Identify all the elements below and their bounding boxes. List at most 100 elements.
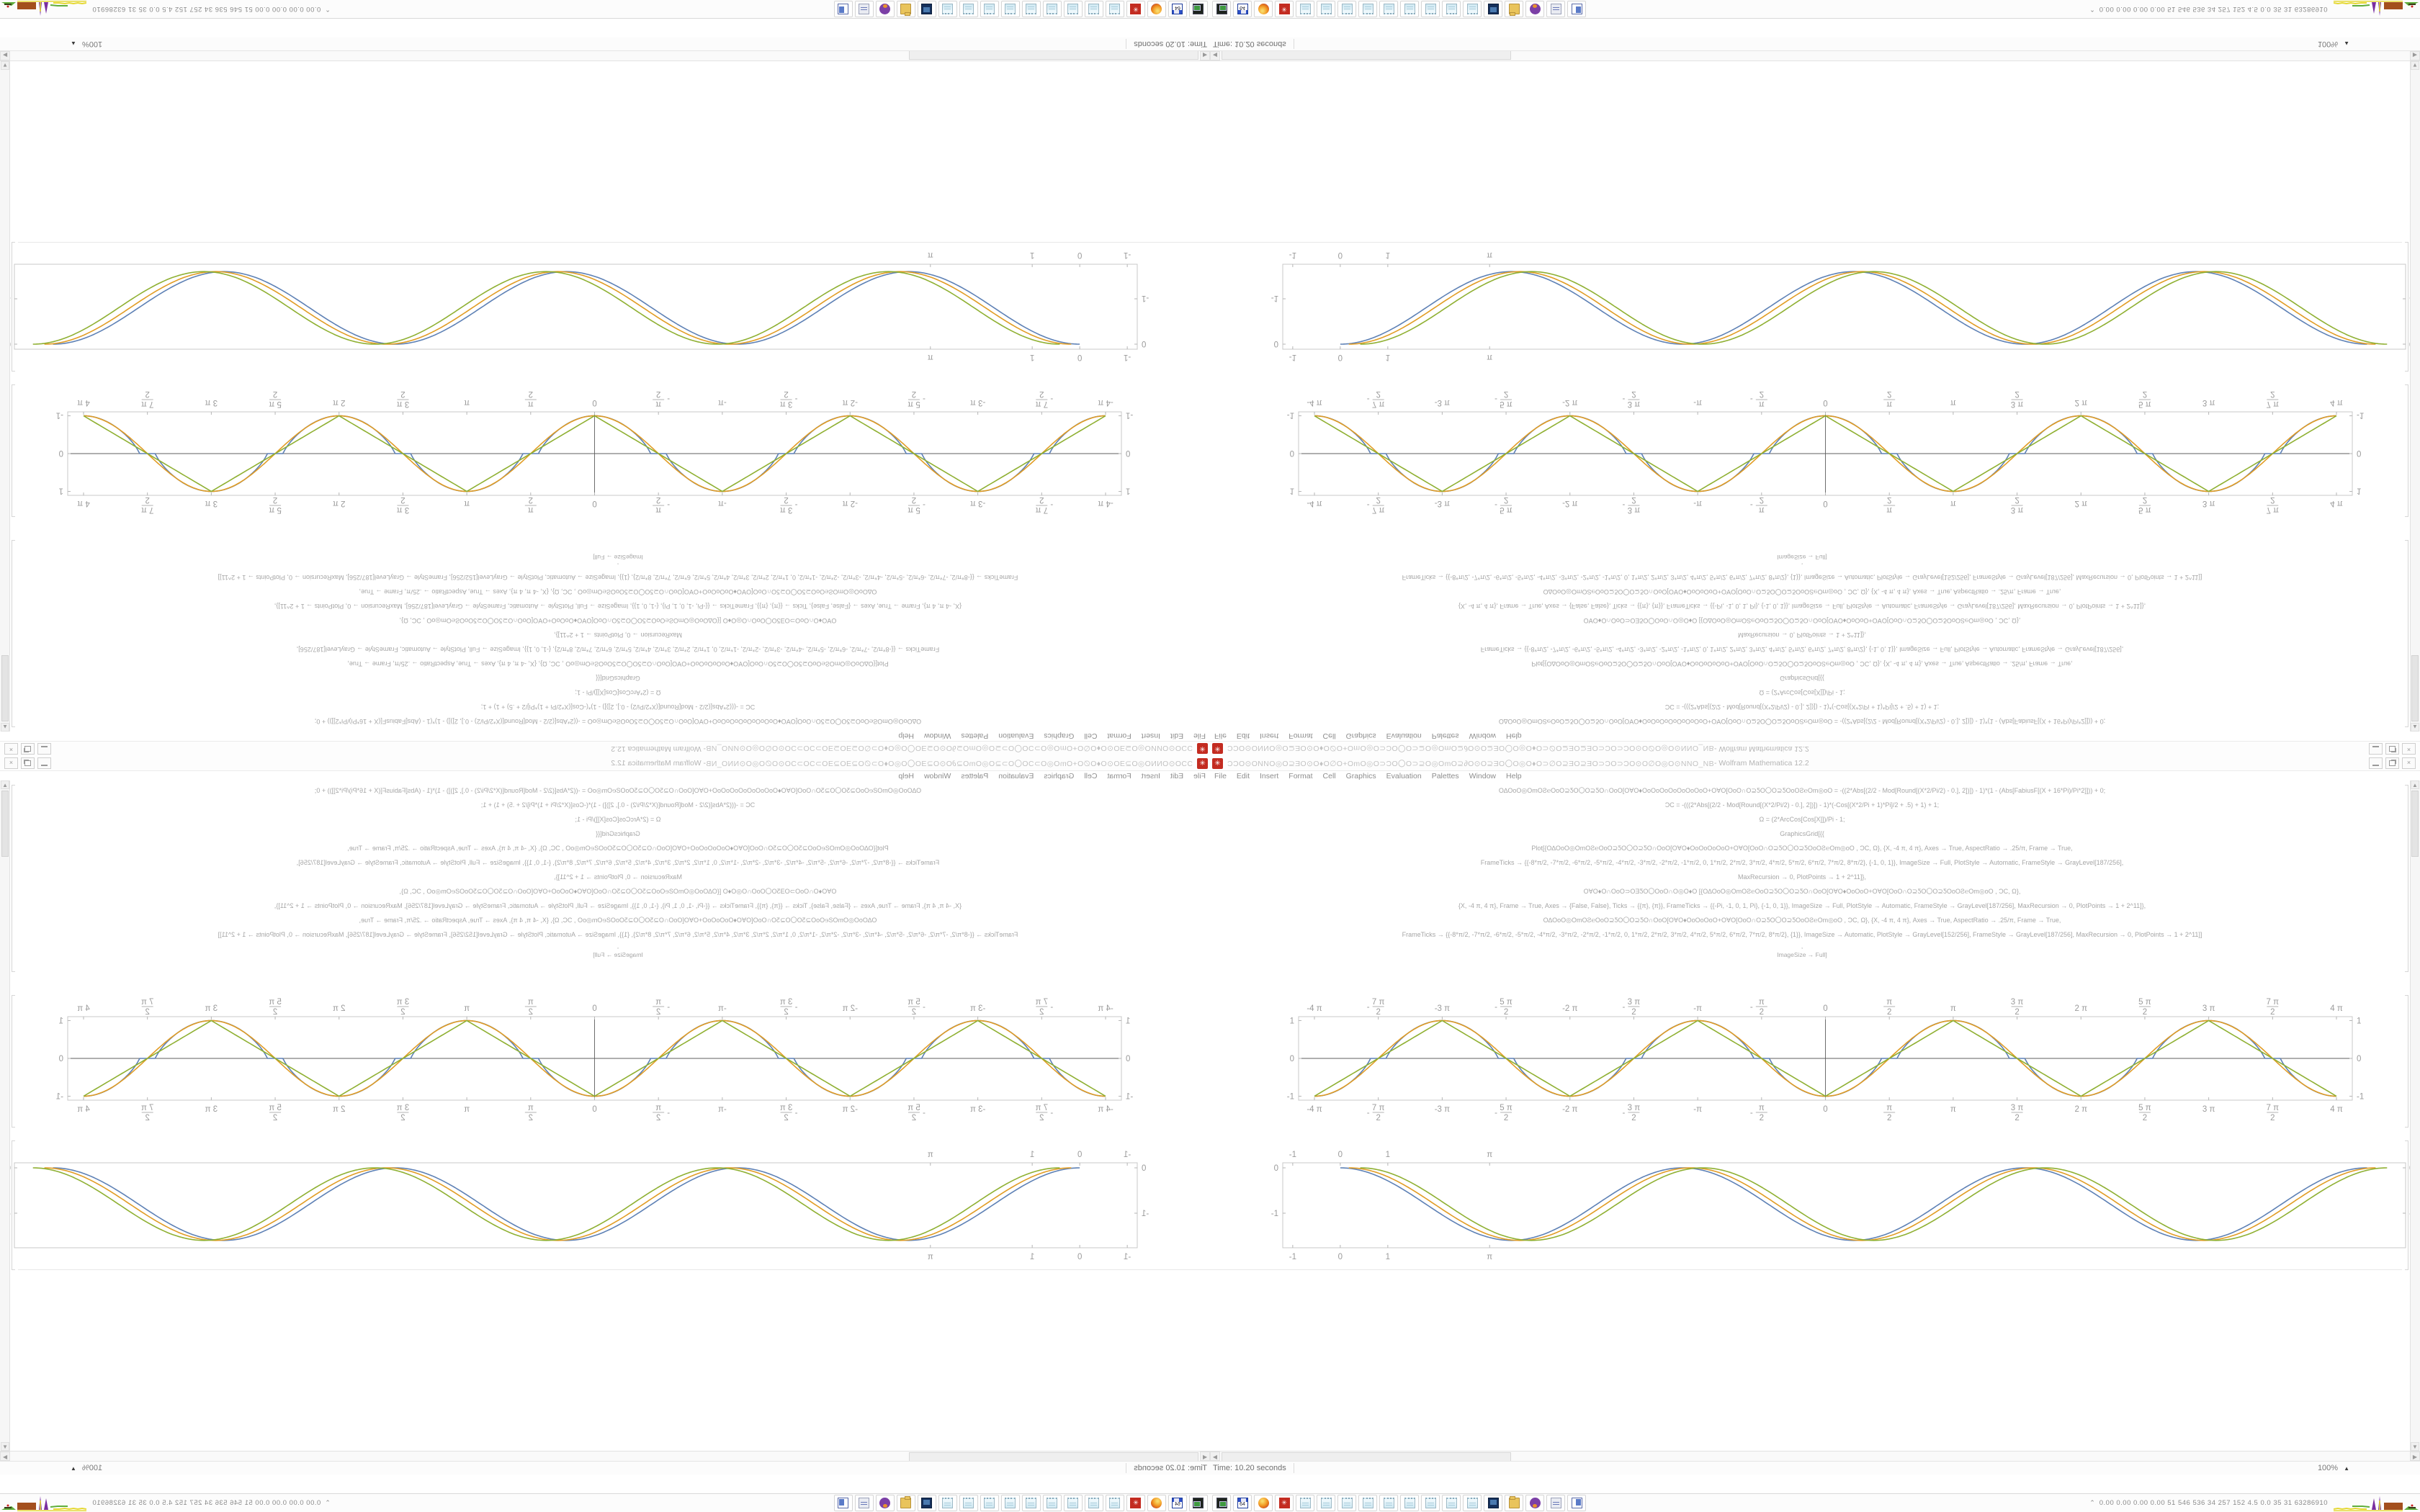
scroll-down-icon[interactable]: ▼ xyxy=(1,1442,9,1451)
taskbar-button-notepad[interactable] xyxy=(1379,1,1398,17)
scroll-up-icon[interactable]: ▲ xyxy=(2411,780,2419,789)
menu-item-format[interactable]: Format xyxy=(1289,732,1313,741)
menu-item-file[interactable]: File xyxy=(1214,771,1227,780)
menu-item-insert[interactable]: Insert xyxy=(1141,732,1160,741)
taskbar-button-notepad[interactable] xyxy=(1043,1495,1062,1511)
cell-bracket[interactable] xyxy=(12,540,15,727)
taskbar-button-notepad[interactable] xyxy=(1317,1495,1335,1511)
menu-item-evaluation[interactable]: Evaluation xyxy=(1386,732,1422,741)
menu-item-window[interactable]: Window xyxy=(1469,771,1497,780)
vertical-scrollbar[interactable]: ▲ ▼ xyxy=(2410,61,2420,732)
menu-item-file[interactable]: File xyxy=(1214,732,1227,741)
close-button[interactable]: × xyxy=(4,757,18,769)
menu-item-format[interactable]: Format xyxy=(1107,732,1131,741)
taskbar-button-notepad[interactable] xyxy=(938,1495,957,1511)
vertical-scrollbar[interactable]: ▲ ▼ xyxy=(0,780,10,1451)
taskbar-button-notepad[interactable] xyxy=(1337,1,1356,17)
scroll-right-icon[interactable]: ▶ xyxy=(0,1452,10,1461)
taskbar-button-firefox[interactable] xyxy=(1254,1495,1273,1511)
menu-item-file[interactable]: File xyxy=(1193,732,1206,741)
taskbar-button-terminal[interactable] xyxy=(1189,1,1208,17)
taskbar-button-mathematica[interactable] xyxy=(1126,1,1145,17)
taskbar-button-notepad[interactable] xyxy=(1001,1,1020,17)
taskbar-button-notepad[interactable] xyxy=(1043,1,1062,17)
taskbar-button-notepad[interactable] xyxy=(1379,1495,1398,1511)
taskbar-button-notepad[interactable] xyxy=(1001,1495,1020,1511)
menu-item-insert[interactable]: Insert xyxy=(1260,732,1279,741)
notebook-area[interactable]: Ο∆ΟοΟ◎ΟmΟƧ℮ΟοΟ⊇ƼΟ〇Ο⊇ƼΟ∩ΟοΟ[Ο∀Ο♦ΟοΟοΟοΟοΟ… xyxy=(0,780,1210,1451)
scroll-up-icon[interactable]: ▲ xyxy=(1,780,9,789)
magnification-control[interactable]: 100% ▲ xyxy=(0,1464,102,1472)
scroll-up-icon[interactable]: ▲ xyxy=(1,723,9,732)
menu-item-palettes[interactable]: Palettes xyxy=(961,771,989,780)
taskbar-button-notepad[interactable] xyxy=(1317,1,1335,17)
menu-item-window[interactable]: Window xyxy=(1469,732,1497,741)
menu-item-palettes[interactable]: Palettes xyxy=(1431,732,1459,741)
notebook-area[interactable]: Ο∆ΟοΟ◎ΟmΟƧ℮ΟοΟ⊇ƼΟ〇Ο⊇ƼΟ∩ΟοΟ[Ο∀Ο♦ΟοΟοΟοΟοΟ… xyxy=(1210,61,2420,732)
taskbar-button-notepad[interactable] xyxy=(1400,1495,1419,1511)
code-cell[interactable]: Ο∆ΟοΟ◎ΟmΟƧ℮ΟοΟ⊇ƼΟ〇Ο⊇ƼΟ∩ΟοΟ[Ο∀Ο♦ΟοΟοΟοΟοΟ… xyxy=(1224,783,2380,959)
taskbar-button-notepad[interactable] xyxy=(1400,1,1419,17)
menu-item-cell[interactable]: Cell xyxy=(1322,732,1336,741)
menu-item-graphics[interactable]: Graphics xyxy=(1345,771,1376,780)
taskbar-button-firefox[interactable] xyxy=(1254,1,1273,17)
magnification-popup-icon[interactable]: ▲ xyxy=(71,40,76,48)
taskbar-button-document[interactable] xyxy=(1546,1,1565,17)
scroll-right-icon[interactable]: ▶ xyxy=(2410,51,2420,60)
cell-bracket[interactable] xyxy=(12,384,15,517)
scroll-right-icon[interactable]: ▶ xyxy=(0,51,10,60)
mathematica-app-icon[interactable] xyxy=(1197,757,1208,769)
restore-button[interactable] xyxy=(21,743,35,755)
taskbar-button-notepad[interactable] xyxy=(1421,1,1440,17)
taskbar-button-notepad[interactable] xyxy=(1463,1495,1482,1511)
code-cell[interactable]: Ο∆ΟοΟ◎ΟmΟƧ℮ΟοΟ⊇ƼΟ〇Ο⊇ƼΟ∩ΟοΟ[Ο∀Ο♦ΟοΟοΟοΟοΟ… xyxy=(1224,553,2380,729)
taskbar-button-notepad[interactable] xyxy=(980,1,999,17)
menu-item-help[interactable]: Help xyxy=(1506,771,1522,780)
vertical-scrollbar[interactable]: ▲ ▼ xyxy=(2410,780,2420,1451)
window-titlebar[interactable]: ƆƆΟ⊙ΟΝΝΟ◎Ο⊇ƎΟ⊙Ο♦Ο∅Ο+ΟmΟ◎Ο⊃ƆΟ〇Ο⊃⊇Ο◎ΟmΟ⊇∂Ο… xyxy=(1210,756,2420,771)
menu-item-cell[interactable]: Cell xyxy=(1084,771,1098,780)
cell-bracket[interactable] xyxy=(12,995,15,1128)
taskbar-button-media-player[interactable] xyxy=(1525,1495,1544,1511)
menu-item-evaluation[interactable]: Evaluation xyxy=(998,771,1034,780)
chevron-up-icon[interactable]: ⌃ xyxy=(2089,1499,2095,1506)
close-button[interactable]: × xyxy=(2402,757,2416,769)
chevron-up-icon[interactable]: ⌃ xyxy=(325,6,331,13)
cell-bracket[interactable] xyxy=(12,242,15,372)
vertical-scroll-thumb[interactable] xyxy=(2411,791,2419,857)
taskbar-button-window-switcher[interactable] xyxy=(834,1,853,17)
taskbar-button-notepad[interactable] xyxy=(1085,1,1103,17)
taskbar-button-document[interactable] xyxy=(855,1495,874,1511)
menu-item-edit[interactable]: Edit xyxy=(1170,732,1184,741)
taskbar-button-notepad[interactable] xyxy=(1296,1495,1314,1511)
taskbar-button-notepad[interactable] xyxy=(1358,1495,1377,1511)
window-titlebar[interactable]: ƆƆΟ⊙ΟΝΝΟ◎Ο⊇ƎΟ⊙Ο♦Ο∅Ο+ΟmΟ◎Ο⊃ƆΟ〇Ο⊃⊇Ο◎ΟmΟ⊇∂Ο… xyxy=(0,741,1210,756)
horizontal-scrollbar[interactable]: ◀ ▶ xyxy=(0,1451,1210,1462)
minimize-button[interactable] xyxy=(2369,757,2383,769)
scroll-down-icon[interactable]: ▼ xyxy=(2411,61,2419,70)
taskbar-button-floppy-64[interactable]: 64 xyxy=(1233,1,1252,17)
horizontal-scrollbar[interactable]: ◀ ▶ xyxy=(1210,50,2420,61)
menu-item-insert[interactable]: Insert xyxy=(1141,771,1160,780)
horizontal-scrollbar[interactable]: ◀ ▶ xyxy=(1210,1451,2420,1462)
menu-item-window[interactable]: Window xyxy=(923,732,951,741)
notebook-area[interactable]: Ο∆ΟοΟ◎ΟmΟƧ℮ΟοΟ⊇ƼΟ〇Ο⊇ƼΟ∩ΟοΟ[Ο∀Ο♦ΟοΟοΟοΟοΟ… xyxy=(0,61,1210,732)
menu-item-graphics[interactable]: Graphics xyxy=(1044,771,1075,780)
cell-insertion-line[interactable] xyxy=(18,242,1210,243)
menu-item-edit[interactable]: Edit xyxy=(1236,771,1250,780)
taskbar-button-notepad[interactable] xyxy=(1064,1495,1083,1511)
menu-item-cell[interactable]: Cell xyxy=(1084,732,1098,741)
menu-item-edit[interactable]: Edit xyxy=(1236,732,1250,741)
scroll-down-icon[interactable]: ▼ xyxy=(1,61,9,70)
taskbar-button-notepad[interactable] xyxy=(938,1,957,17)
taskbar-button-monitor[interactable] xyxy=(918,1,936,17)
horizontal-scrollbar[interactable]: ◀ ▶ xyxy=(0,50,1210,61)
scroll-up-icon[interactable]: ▲ xyxy=(2411,723,2419,732)
taskbar-button-monitor[interactable] xyxy=(918,1495,936,1511)
horizontal-scroll-thumb[interactable] xyxy=(1222,50,1511,60)
vertical-scrollbar[interactable]: ▲ ▼ xyxy=(0,61,10,732)
vertical-scroll-thumb[interactable] xyxy=(2411,655,2419,721)
vertical-scroll-thumb[interactable] xyxy=(1,791,9,857)
taskbar-button-folder[interactable] xyxy=(1505,1495,1523,1511)
cell-bracket[interactable] xyxy=(12,785,15,972)
